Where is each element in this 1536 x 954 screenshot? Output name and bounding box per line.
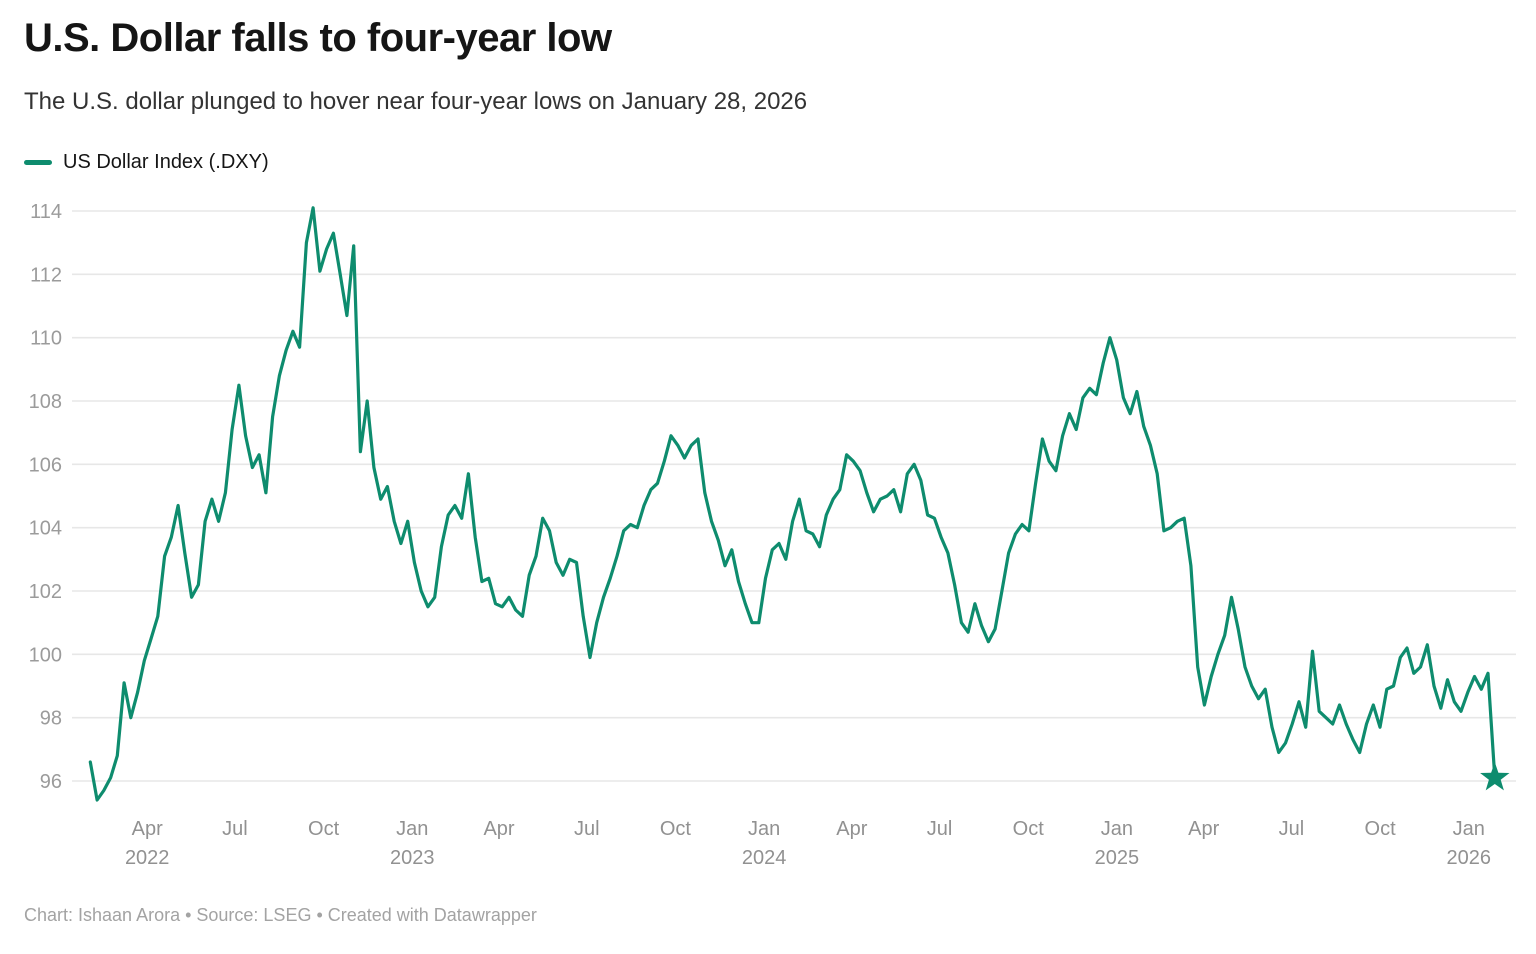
x-axis-month-label: Jan — [748, 818, 780, 840]
chart-subtitle: The U.S. dollar plunged to hover near fo… — [24, 88, 808, 115]
x-axis-month-label: Jan — [1101, 818, 1133, 840]
x-axis-month-label: Jan — [1453, 818, 1485, 840]
dxy-line-chart: 96 98 100 102 104 106 108 110 112 114 Apr 2022 Jul Oc… — [29, 201, 1516, 869]
x-axis-month-label: Jan — [396, 818, 428, 840]
legend-label: US Dollar Index (.DXY) — [63, 150, 269, 173]
y-axis-label: 102 — [29, 581, 62, 603]
x-axis-month-label: Jul — [1279, 818, 1305, 840]
x-axis-year-label: 2024 — [742, 847, 787, 869]
x-axis-year-label: 2026 — [1447, 847, 1492, 869]
x-axis-year-label: 2025 — [1095, 847, 1140, 869]
y-axis-label: 106 — [29, 454, 62, 476]
x-axis-month-label: Jul — [574, 818, 600, 840]
x-axis-month-label: Oct — [1013, 818, 1045, 840]
x-axis-year-label: 2023 — [390, 847, 435, 869]
series-line-dxy — [88, 206, 1497, 802]
y-axis-label: 110 — [30, 328, 62, 350]
y-axis-label: 108 — [29, 391, 62, 413]
legend-line-swatch-icon — [24, 159, 52, 165]
x-axis-month-label: Apr — [132, 818, 163, 840]
x-axis-month-label: Oct — [660, 818, 692, 840]
x-axis-month-label: Oct — [1365, 818, 1397, 840]
y-axis-label: 104 — [29, 518, 62, 540]
x-axis-month-label: Jul — [222, 818, 248, 840]
y-axis-label: 96 — [40, 771, 62, 793]
x-axis-month-label: Apr — [1188, 818, 1219, 840]
y-axis-label: 100 — [29, 644, 62, 666]
y-axis-label: 114 — [30, 201, 62, 223]
x-axis-year-label: 2022 — [125, 847, 170, 869]
y-axis-label: 112 — [30, 264, 62, 286]
chart-title: U.S. Dollar falls to four-year low — [24, 16, 612, 60]
x-axis-month-label: Oct — [308, 818, 340, 840]
end-star-marker-icon — [1480, 762, 1510, 791]
y-axis-label: 98 — [40, 708, 62, 730]
x-axis-month-label: Apr — [836, 818, 867, 840]
chart-byline: Chart: Ishaan Arora • Source: LSEG • Cre… — [24, 905, 537, 925]
legend: US Dollar Index (.DXY) — [24, 150, 269, 174]
x-axis-month-label: Apr — [483, 818, 514, 840]
x-axis-month-label: Jul — [927, 818, 953, 840]
